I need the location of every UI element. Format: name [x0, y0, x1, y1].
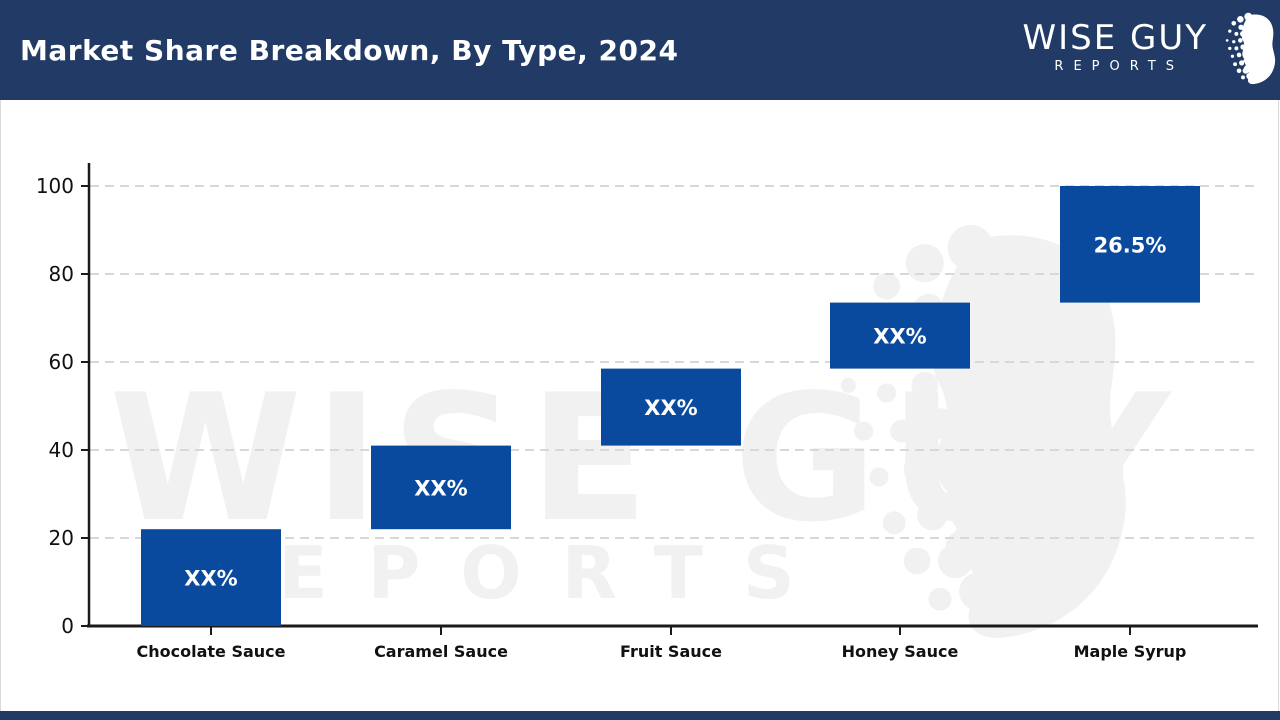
face-dot [1246, 43, 1253, 51]
face-dot [1233, 62, 1238, 67]
bar-value-label: 26.5% [1094, 233, 1167, 257]
face-dot [924, 408, 956, 439]
face-dot [903, 456, 931, 483]
face-dot [854, 421, 874, 441]
face-dot [911, 372, 939, 399]
logo-face-icon [1225, 12, 1276, 85]
y-tick-label: 100 [36, 174, 74, 198]
face-dot [1241, 75, 1245, 80]
x-category-label: Chocolate Sauce [137, 642, 286, 661]
face-dot [869, 467, 889, 487]
face-dot [1231, 20, 1237, 26]
face-dot [1234, 31, 1239, 36]
x-category-label: Fruit Sauce [620, 642, 722, 661]
brand-logo-subtitle: REPORTS [1054, 59, 1185, 75]
face-dot [1242, 50, 1249, 57]
y-tick-label: 60 [49, 350, 74, 374]
face-dot [882, 511, 906, 535]
face-dot [1234, 46, 1239, 51]
bar-caramel-sauce [371, 445, 511, 530]
face-dot [959, 404, 998, 443]
face-dot [928, 587, 952, 611]
face-dot [1236, 52, 1242, 58]
face-dot [1230, 54, 1235, 58]
y-tick-label: 80 [49, 262, 74, 286]
face-dot [1238, 24, 1244, 30]
y-tick-label: 20 [49, 526, 74, 550]
face-dot [903, 547, 931, 575]
bar-maple-syrup [1060, 186, 1200, 303]
footer-bar [0, 711, 1280, 720]
face-dot [1225, 39, 1229, 42]
face-dot [938, 543, 973, 579]
bar-value-label: XX% [414, 476, 467, 500]
x-category-label: Caramel Sauce [374, 642, 508, 661]
y-tick-label: 0 [61, 614, 74, 638]
face-dot [1242, 67, 1249, 74]
face-dot [947, 225, 994, 271]
face-dot [1246, 27, 1253, 35]
face-dot [873, 272, 900, 300]
face-dot [951, 496, 990, 535]
face-dot [890, 419, 914, 443]
face-dot [1237, 16, 1244, 23]
face-dot [1239, 60, 1245, 66]
bar-fruit-sauce [601, 368, 741, 446]
face-dot [905, 244, 944, 283]
watermark-brand-subtitle: REPORTS [183, 531, 835, 615]
x-category-label: Maple Syrup [1074, 642, 1187, 661]
face-dot [1243, 35, 1251, 43]
face-dot [877, 383, 897, 403]
face-dot [1244, 21, 1251, 28]
face-dot [840, 377, 856, 393]
face-dot [1228, 46, 1232, 50]
face-dot [959, 572, 998, 611]
brand-logo-name: WISE GUY [1022, 18, 1208, 58]
y-tick-label: 40 [49, 438, 74, 462]
x-category-label: Honey Sauce [842, 642, 959, 661]
bar-value-label: XX% [184, 567, 237, 591]
face-dot [1238, 38, 1243, 43]
face-dot [1232, 40, 1236, 44]
page-title: Market Share Breakdown, By Type, 2024 [20, 34, 679, 67]
face-dot [1240, 44, 1246, 50]
face-dot [1244, 59, 1252, 67]
bar-chocolate-sauce [141, 529, 281, 626]
face-dot [1236, 68, 1242, 74]
bar-value-label: XX% [644, 396, 697, 420]
header: Market Share Breakdown, By Type, 2024 WI… [0, 0, 1280, 100]
face-dot [1228, 29, 1232, 33]
waterfall-bar-plot: 0 20 40 60 80 100 XX% Chocolate Sauce XX% Caramel… [36, 163, 1258, 661]
bar-value-label: XX% [873, 325, 926, 349]
bar-honey-sauce [830, 302, 970, 369]
face-dot [1244, 12, 1253, 21]
face-dot [938, 444, 973, 479]
face-dot [1240, 30, 1246, 37]
face-dot [917, 499, 948, 531]
brand-logo: WISE GUY REPORTS [1022, 18, 1208, 75]
face-dot [1246, 72, 1253, 80]
